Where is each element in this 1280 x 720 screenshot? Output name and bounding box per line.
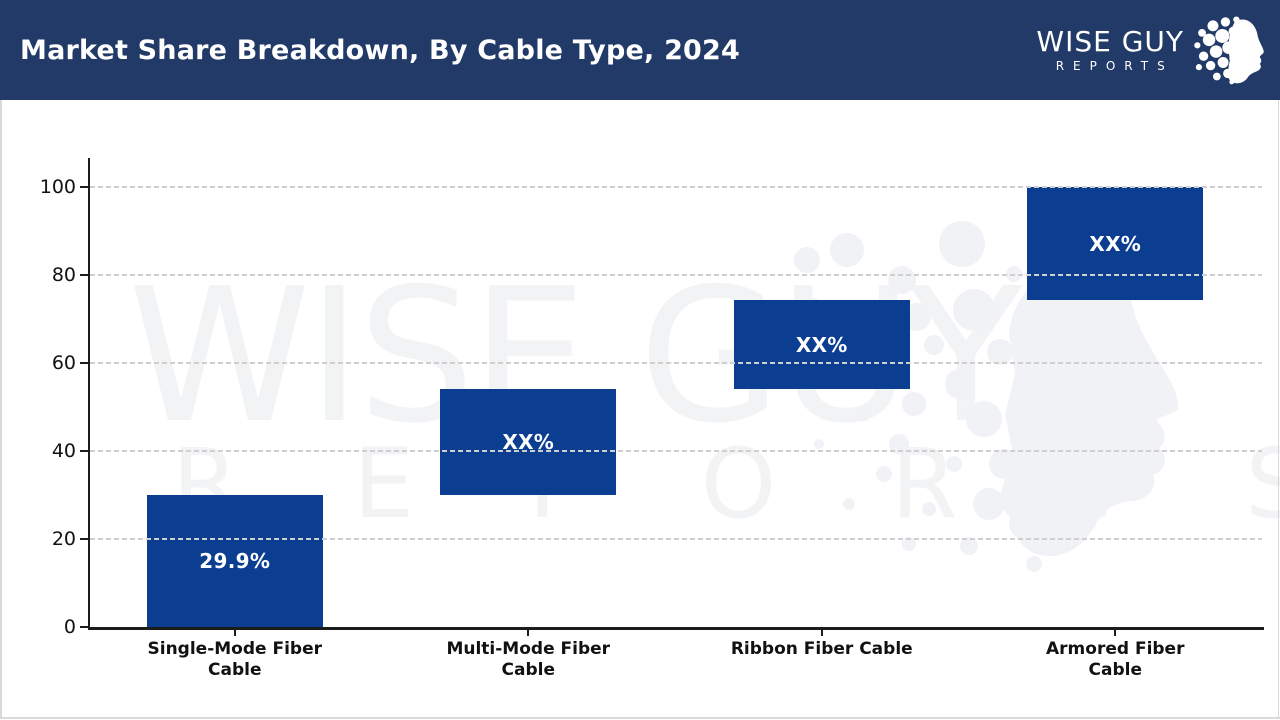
- x-tick-mark: [233, 629, 236, 636]
- y-tick-mark: [80, 186, 88, 188]
- gridline-60: [90, 362, 1262, 364]
- bar-segment: 29.9%: [146, 495, 323, 627]
- bar-segment: XX%: [733, 300, 910, 390]
- y-tick-label: 40: [51, 440, 76, 462]
- category-label-line: Armored Fiber: [1046, 639, 1185, 659]
- bar-segment: XX%: [440, 389, 617, 496]
- y-tick-label: 80: [51, 264, 76, 286]
- category-label: Armored Fiber Cable: [1000, 639, 1230, 681]
- y-tick-mark: [80, 450, 88, 452]
- logo-wordmark: WISE GUY REPORTS: [1036, 24, 1184, 74]
- right-edge-line: [1277, 100, 1279, 718]
- category-label-line: Ribbon Fiber Cable: [730, 639, 913, 659]
- y-tick-label: 100: [39, 176, 76, 198]
- bar-value-label: XX%: [1089, 231, 1142, 256]
- logo-wordmark-line1: WISE GUY: [1036, 24, 1184, 58]
- page-title: Market Share Breakdown, By Cable Type, 2…: [20, 34, 741, 66]
- face-profile-dots-icon: [1194, 16, 1264, 85]
- y-tick-label: 60: [51, 352, 76, 374]
- category-label-line: Multi-Mode Fiber: [446, 639, 611, 659]
- left-edge-line: [0, 100, 2, 718]
- watermark-face-dots: [794, 221, 1179, 572]
- category-label-line: Cable: [208, 660, 262, 680]
- x-tick-mark: [820, 629, 823, 636]
- y-tick-label: 0: [63, 616, 76, 638]
- bottom-edge-line: [0, 716, 1280, 719]
- category-label: Single-Mode Fiber Cable: [120, 639, 350, 681]
- logo-wordmark-line2: REPORTS: [1055, 59, 1174, 74]
- bar-value-label: XX%: [795, 332, 848, 357]
- gridline-20: [90, 538, 1262, 540]
- category-label-line: Cable: [501, 660, 555, 680]
- x-tick-mark: [1114, 629, 1117, 636]
- category-label-line: Cable: [1088, 660, 1142, 680]
- bar-value-label: 29.9%: [199, 549, 271, 574]
- y-tick-label: 20: [51, 528, 76, 550]
- category-label: Multi-Mode Fiber Cable: [413, 639, 643, 681]
- y-tick-mark: [80, 362, 88, 364]
- bar-segment: XX%: [1027, 187, 1204, 301]
- category-label-line: Single-Mode Fiber: [147, 639, 323, 659]
- y-tick-mark: [80, 538, 88, 540]
- x-tick-mark: [527, 629, 530, 636]
- gridline-100: [90, 186, 1262, 188]
- x-axis: [88, 627, 1264, 630]
- wiseguy-logo: WISE GUY REPORTS: [1036, 9, 1266, 91]
- gridline-40: [90, 450, 1262, 452]
- y-tick-mark: [80, 626, 88, 628]
- category-label: Ribbon Fiber Cable: [707, 639, 937, 660]
- y-tick-mark: [80, 274, 88, 276]
- gridline-80: [90, 274, 1262, 276]
- y-axis: [88, 158, 90, 628]
- header: Market Share Breakdown, By Cable Type, 2…: [0, 0, 1280, 100]
